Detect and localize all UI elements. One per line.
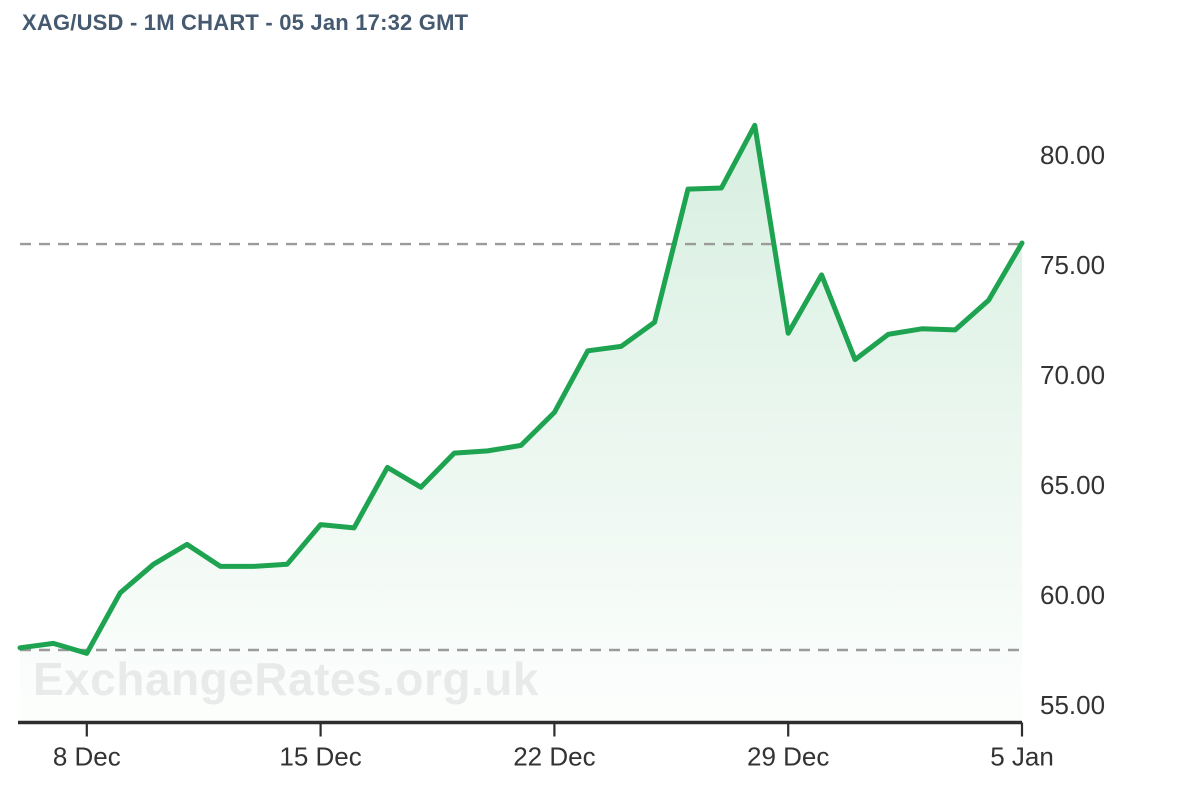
x-tick-label: 8 Dec bbox=[53, 742, 121, 772]
x-tick-label: 15 Dec bbox=[279, 742, 361, 772]
y-tick-label: 70.00 bbox=[1040, 360, 1105, 390]
price-line bbox=[17, 122, 1025, 656]
y-tick-label: 55.00 bbox=[1040, 690, 1105, 720]
y-tick-label: 75.00 bbox=[1040, 250, 1105, 280]
chart-title: XAG/USD - 1M CHART - 05 Jan 17:32 GMT bbox=[22, 10, 469, 35]
y-tick-label: 65.00 bbox=[1040, 470, 1105, 500]
x-tick-label: 22 Dec bbox=[513, 742, 595, 772]
y-tick-label: 60.00 bbox=[1040, 580, 1105, 610]
area-fill bbox=[20, 125, 1022, 722]
x-tick-label: 29 Dec bbox=[747, 742, 829, 772]
x-tick-label: 5 Jan bbox=[990, 742, 1054, 772]
y-tick-label: 80.00 bbox=[1040, 140, 1105, 170]
